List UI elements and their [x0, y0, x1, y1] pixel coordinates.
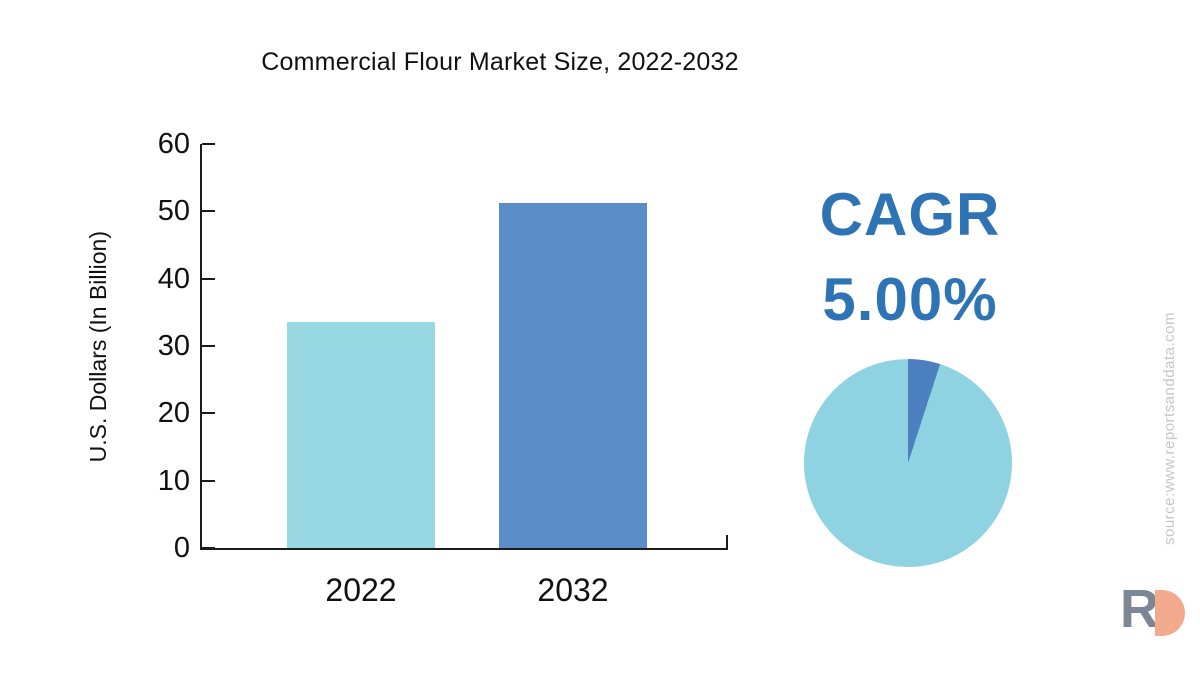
chart-title: Commercial Flour Market Size, 2022-2032 — [261, 48, 739, 76]
logo-letter-r: R — [1120, 579, 1159, 639]
bar-chart-plot-area: 0 10 20 30 40 50 60 2022 2032 — [158, 129, 728, 608]
source-attribution: source:www.reportsanddata.com — [1161, 312, 1178, 545]
logo-d-shape — [1155, 590, 1185, 636]
y-tick-label: 60 — [157, 128, 190, 160]
y-axis-label: U.S. Dollars (In Billion) — [84, 231, 111, 463]
cagr-label: CAGR — [819, 181, 1001, 248]
y-tick-mark — [202, 479, 215, 482]
y-tick-mark — [202, 547, 215, 549]
y-tick-mark — [202, 412, 215, 415]
pie-chart — [804, 359, 1012, 567]
y-tick-mark — [202, 143, 215, 145]
y-tick-mark — [202, 345, 215, 347]
y-tick-label: 40 — [157, 262, 190, 295]
cagr-annotation: CAGR 5.00% — [760, 172, 1060, 342]
y-tick-label: 0 — [173, 532, 190, 564]
bar-2022 — [287, 322, 435, 548]
x-axis-end-tick — [726, 535, 728, 548]
y-tick-label: 20 — [157, 397, 190, 430]
cagr-value: 5.00% — [822, 266, 998, 334]
reports-and-data-logo: R — [1120, 582, 1185, 636]
bar-2032 — [499, 203, 647, 548]
x-category-label: 2022 — [325, 572, 397, 608]
y-axis-label-wrap: U.S. Dollars (In Billion) — [78, 144, 118, 550]
y-tick-label: 50 — [157, 195, 190, 228]
x-category-label: 2032 — [537, 572, 609, 608]
y-tick-label: 30 — [157, 330, 190, 362]
y-tick-mark — [202, 210, 215, 213]
y-tick-label: 10 — [157, 464, 190, 497]
y-tick-mark — [202, 277, 215, 280]
